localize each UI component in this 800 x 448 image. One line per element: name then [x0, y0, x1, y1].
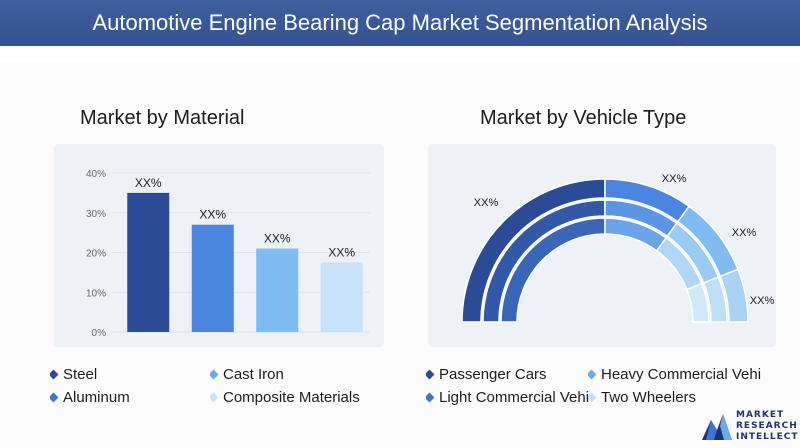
legend-item-two-wheelers: Two Wheelers: [588, 389, 738, 406]
bar-aluminum: [256, 248, 299, 332]
legend-marker-icon: [50, 392, 59, 402]
vehicle-legend: Passenger Cars Heavy Commercial Vehi Lig…: [426, 366, 776, 412]
bar-data-label: XX%: [328, 245, 355, 259]
legend-item-steel: Steel: [50, 366, 97, 383]
legend-label: Cast Iron: [223, 366, 284, 383]
slice-data-label: XX%: [750, 295, 775, 307]
y-tick-label: 30%: [86, 209, 106, 220]
legend-marker-icon: [588, 369, 597, 379]
bar-composite-materials: [320, 262, 363, 332]
logo-text-line1: MARKET: [736, 410, 785, 420]
slice-two-wheelers: [702, 276, 728, 323]
legend-item-composite-materials: Composite Materials: [210, 389, 360, 406]
vehicle-chart-title: Market by Vehicle Type: [480, 107, 687, 129]
legend-marker-icon: [210, 392, 219, 402]
slice-data-label: XX%: [732, 227, 757, 239]
bar-cast-iron: [191, 224, 234, 332]
legend-label: Aluminum: [63, 389, 130, 406]
bar-data-label: XX%: [264, 232, 291, 246]
material-bar-chart: 0% 10% 20% 30% 40% XX% XX% XX% XX%: [86, 169, 370, 339]
vehicle-chart-panel: XX% XX% XX% XX%: [428, 144, 776, 347]
logo-text-line3: INTELLECT: [736, 432, 799, 442]
slice-two-wheelers: [685, 282, 710, 323]
page-title: Automotive Engine Bearing Cap Market Seg…: [92, 10, 708, 35]
legend-marker-icon: [588, 392, 597, 402]
title-banner: Automotive Engine Bearing Cap Market Seg…: [0, 0, 800, 46]
material-chart-panel: 0% 10% 20% 30% 40% XX% XX% XX% XX%: [54, 144, 384, 347]
slice-two-wheelers: [719, 268, 749, 323]
legend-marker-icon: [50, 369, 59, 379]
bar-steel: [127, 192, 170, 332]
legend-label: Composite Materials: [223, 389, 360, 406]
slice-data-label: XX%: [474, 197, 499, 209]
legend-label: Passenger Cars: [439, 366, 547, 383]
y-tick-label: 10%: [86, 288, 106, 299]
material-chart-title: Market by Material: [80, 107, 245, 129]
legend-item-aluminum: Aluminum: [50, 389, 130, 406]
market-research-intellect-logo: MARKET RESEARCH INTELLECT: [700, 404, 799, 444]
legend-marker-icon: [210, 369, 219, 379]
legend-marker-icon: [426, 369, 435, 379]
legend-label: Two Wheelers: [601, 389, 697, 406]
logo-text-line2: RESEARCH: [736, 421, 798, 431]
slice-data-label: XX%: [662, 173, 687, 185]
legend-item-light-commercial: Light Commercial Vehi: [426, 389, 591, 406]
legend-item-passenger-cars: Passenger Cars: [426, 366, 586, 383]
legend-label: Steel: [63, 366, 98, 383]
legend-item-heavy-commercial: Heavy Commercial Vehi: [588, 366, 768, 383]
bar-data-label: XX%: [135, 176, 162, 190]
legend-item-cast-iron: Cast Iron: [210, 366, 284, 383]
y-tick-label: 0%: [92, 328, 107, 339]
logo-mark-icon: [702, 414, 732, 440]
legend-marker-icon: [426, 392, 435, 402]
legend-label: Light Commercial Vehi: [439, 389, 590, 406]
slice-passenger-cars: [482, 199, 606, 323]
vehicle-semi-donut-chart: XX% XX% XX% XX%: [461, 173, 775, 323]
bar-data-label: XX%: [199, 208, 226, 222]
y-tick-label: 40%: [86, 169, 106, 180]
legend-label: Heavy Commercial Vehi: [601, 366, 762, 383]
material-legend: Steel Cast Iron Aluminum Composite Mater…: [50, 366, 390, 412]
y-tick-label: 20%: [86, 249, 106, 260]
